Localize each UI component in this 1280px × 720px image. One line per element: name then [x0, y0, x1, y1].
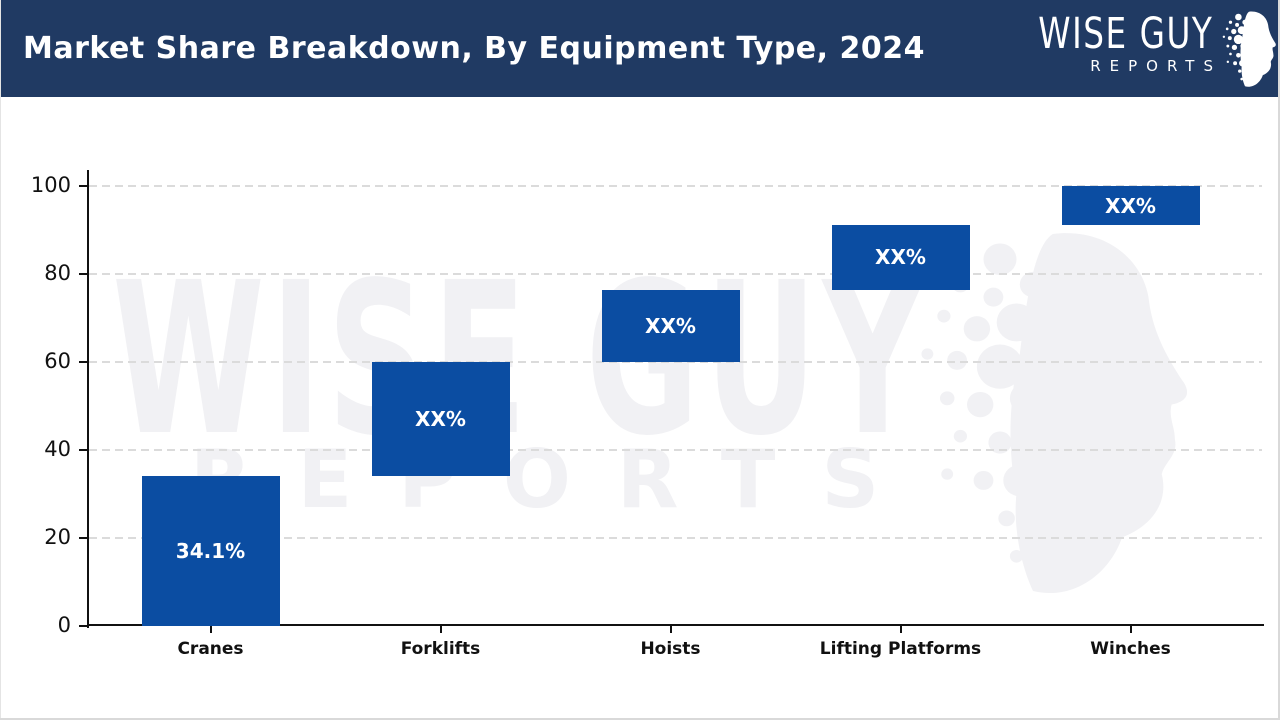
x-axis-tick [209, 626, 212, 633]
y-gridline [89, 449, 1262, 452]
bar-hoists: XX% [601, 289, 740, 363]
x-axis-tick [669, 626, 672, 633]
y-axis-tick [79, 185, 87, 188]
x-category-label: Forklifts [400, 639, 481, 659]
y-axis-tick [79, 449, 87, 452]
y-tick-label: 100 [30, 173, 71, 198]
x-category-label: Lifting Platforms [819, 639, 982, 659]
brand-logo: WISE GUY REPORTS [983, 13, 1213, 74]
y-axis-line [87, 170, 89, 628]
bar-value-label: 34.1% [175, 539, 246, 564]
y-gridline [89, 273, 1262, 276]
y-gridline [89, 537, 1262, 540]
y-axis-tick [79, 361, 87, 364]
x-axis-tick [1129, 626, 1132, 633]
bar-value-label: XX% [645, 313, 696, 338]
x-category-label: Winches [1090, 639, 1171, 659]
y-axis-tick [79, 537, 87, 540]
x-axis-tick [439, 626, 442, 633]
bar-value-label: XX% [1105, 193, 1156, 218]
y-axis-tick [79, 625, 87, 627]
x-axis-line [87, 624, 1264, 626]
bar-value-label: XX% [875, 245, 926, 270]
bar-chart: 0 20 40 60 80 100 Cranes Forklifts Hoists Lifting… [31, 170, 1264, 659]
chart-area: WISE GUY REPORTS 0 20 40 60 80 100 Cranes Forkl… [0, 97, 1280, 720]
bar-winches: XX% [1061, 186, 1200, 225]
y-tick-label: 20 [44, 525, 71, 550]
brand-logo-wordmark: WISE GUY [1037, 9, 1213, 59]
watermark-text-2: REPORTS [190, 433, 926, 526]
bar-lifting-platforms: XX% [831, 224, 970, 290]
y-tick-label: 60 [44, 349, 71, 374]
header: Market Share Breakdown, By Equipment Typ… [0, 0, 1280, 97]
y-axis-tick [79, 273, 87, 276]
page-title: Market Share Breakdown, By Equipment Typ… [23, 31, 925, 66]
y-tick-label: 0 [57, 613, 71, 637]
watermark-text: WISE GUY [112, 237, 929, 482]
bar-forklifts: XX% [371, 362, 510, 477]
bar-value-label: XX% [415, 407, 466, 432]
y-tick-label: 40 [44, 437, 71, 462]
x-category-label: Cranes [177, 639, 244, 659]
x-category-label: Hoists [640, 639, 701, 659]
x-axis-tick [899, 626, 902, 633]
y-gridline [89, 185, 1262, 188]
brand-logo-subtext: REPORTS [1090, 57, 1222, 75]
y-tick-label: 80 [44, 261, 71, 286]
y-gridline [89, 361, 1262, 364]
bar-cranes: 34.1% [141, 476, 280, 626]
logo-head-icon [1222, 11, 1276, 87]
